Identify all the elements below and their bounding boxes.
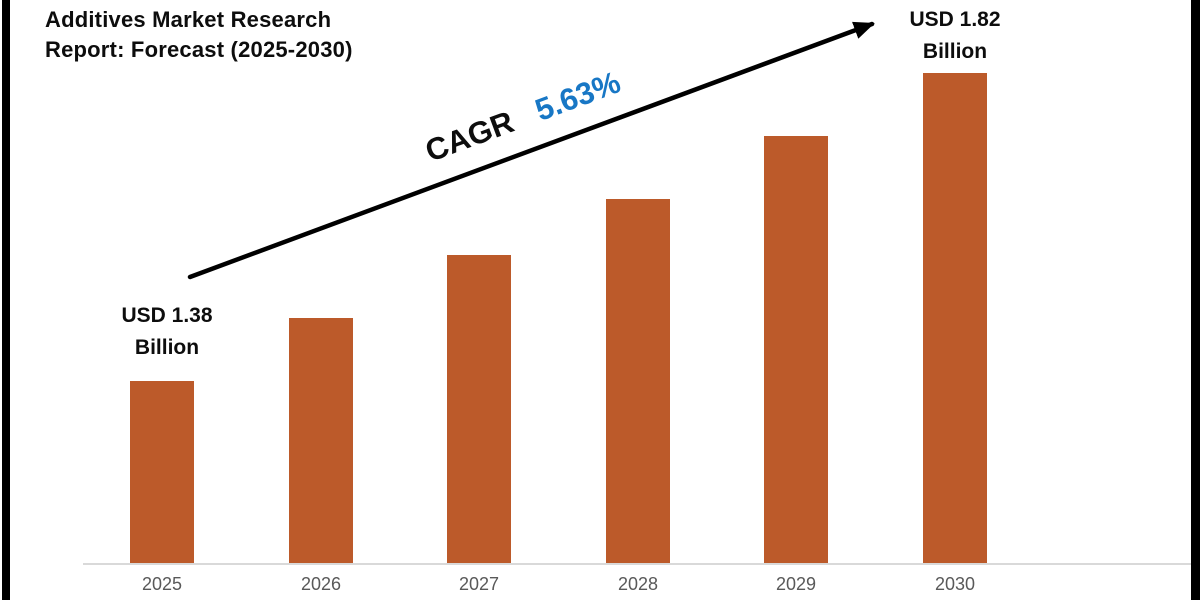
start-value-line2: Billion (134, 336, 200, 359)
bar-2025 (130, 381, 194, 563)
bar-2030 (923, 73, 987, 563)
bar-2026 (289, 318, 353, 563)
chart-title-line1: Additives Market Research (45, 7, 332, 32)
left-border-bar (2, 0, 10, 600)
end-value-line2: Billion (922, 40, 988, 63)
x-tick-2028: 2028 (617, 574, 659, 594)
cagr-prefix: CAGR (420, 104, 519, 169)
x-tick-2025: 2025 (141, 574, 183, 594)
end-value-label: USD 1.82 Billion (909, 4, 1000, 68)
start-value-line1: USD 1.38 (121, 304, 213, 327)
bar-2028 (606, 199, 670, 563)
chart-title-line2: Report: Forecast (2025-2030) (45, 37, 353, 62)
start-value-label: USD 1.38 Billion (121, 300, 212, 364)
x-tick-2027: 2027 (458, 574, 500, 594)
x-tick-2026: 2026 (300, 574, 342, 594)
bar-2029 (764, 136, 828, 563)
cagr-label: CAGR 5.63% (421, 64, 626, 169)
right-border-bar (1191, 0, 1200, 600)
x-axis-line (83, 563, 1191, 565)
cagr-value: 5.63% (530, 64, 626, 128)
x-tick-2030: 2030 (934, 574, 976, 594)
end-value-line1: USD 1.82 (909, 8, 1001, 31)
chart-title: Additives Market Research Report: Foreca… (45, 5, 353, 65)
bar-2027 (447, 255, 511, 563)
x-tick-2029: 2029 (775, 574, 817, 594)
